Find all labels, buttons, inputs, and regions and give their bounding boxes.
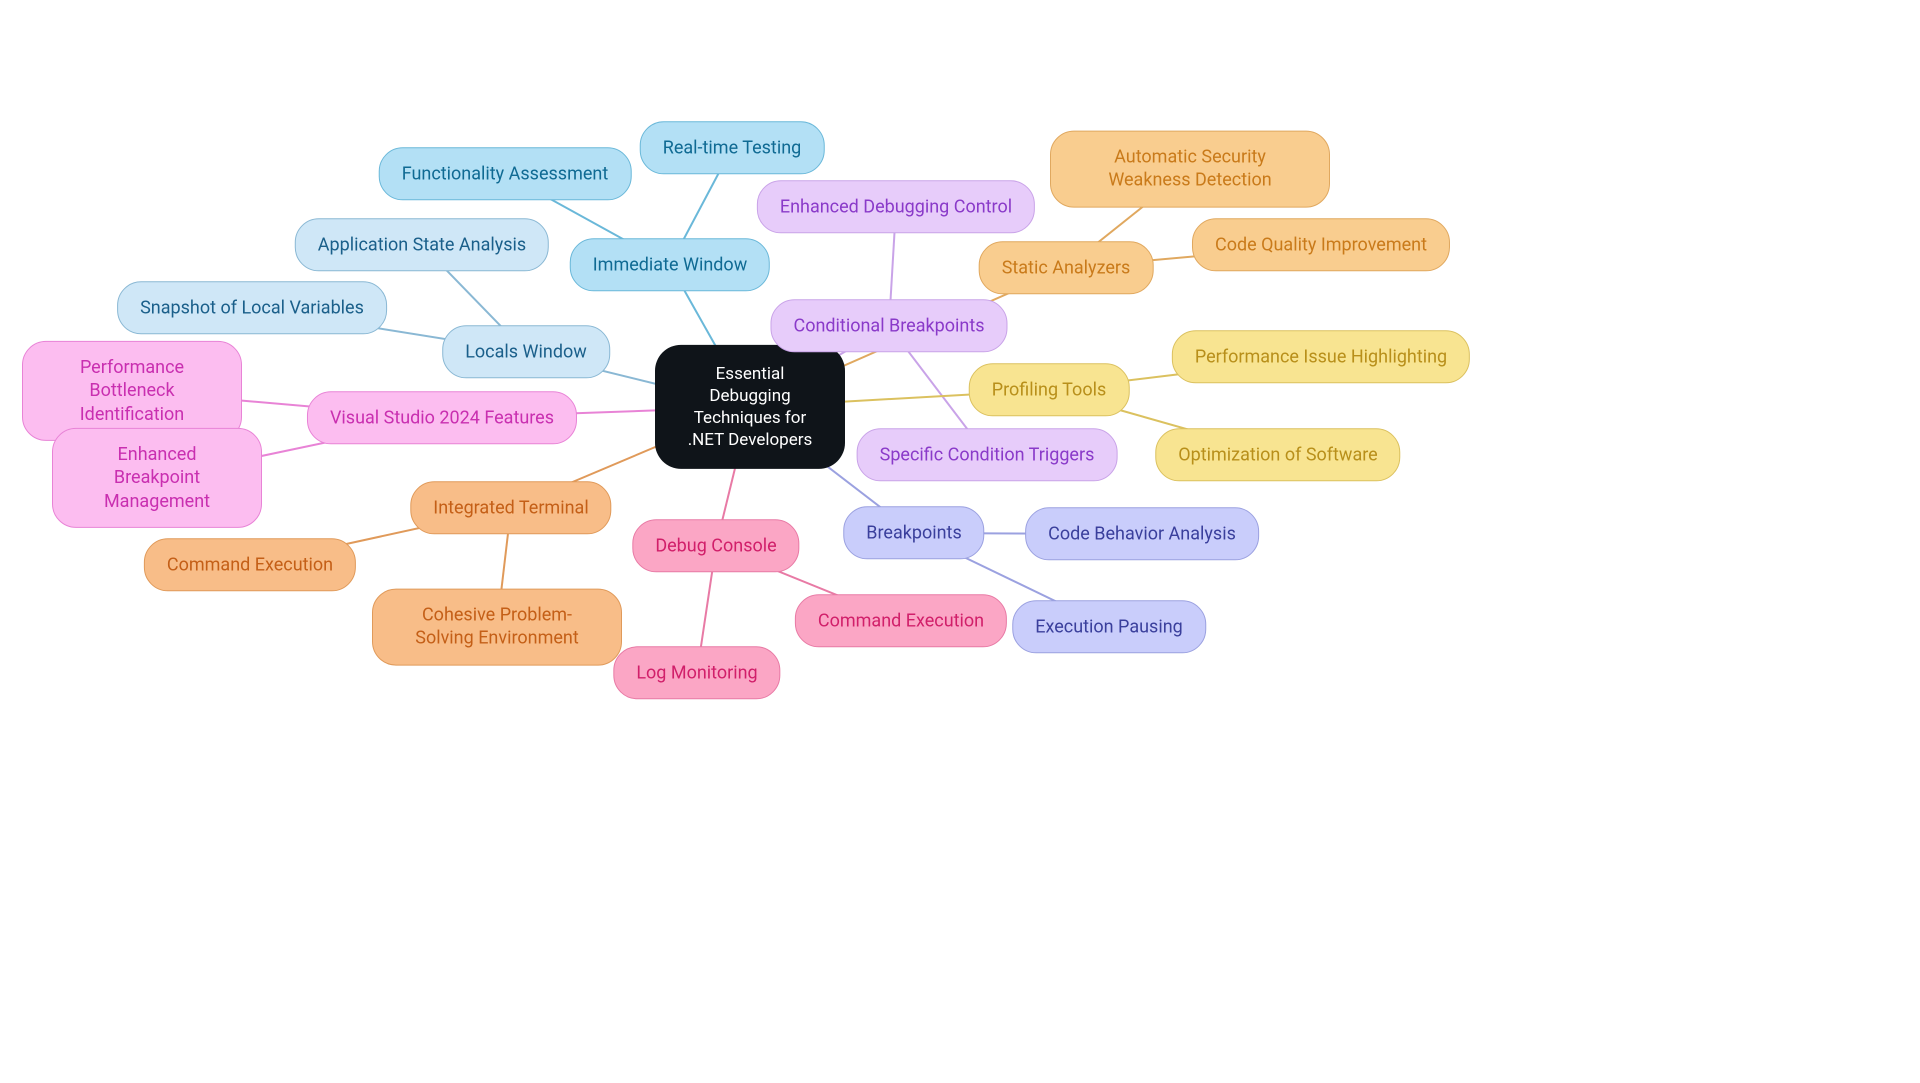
cohesive-env: Cohesive Problem-Solving Environment <box>372 589 622 666</box>
static-analyzers: Static Analyzers <box>979 241 1154 294</box>
log-monitoring: Log Monitoring <box>613 646 780 699</box>
integrated-terminal: Integrated Terminal <box>410 481 611 534</box>
debug-console: Debug Console <box>632 519 799 572</box>
code-behavior: Code Behavior Analysis <box>1025 507 1259 560</box>
conditional-bp: Conditional Breakpoints <box>770 299 1007 352</box>
app-state: Application State Analysis <box>295 218 549 271</box>
breakpoints: Breakpoints <box>843 506 984 559</box>
func-assessment: Functionality Assessment <box>379 147 632 200</box>
optimization: Optimization of Software <box>1155 428 1400 481</box>
cmd-exec-2: Command Execution <box>795 594 1007 647</box>
auto-security: Automatic Security Weakness Detection <box>1050 131 1330 208</box>
cmd-exec-1: Command Execution <box>144 538 356 591</box>
snapshot-vars: Snapshot of Local Variables <box>117 281 387 334</box>
center-node: Essential Debugging Techniques for .NET … <box>655 345 845 469</box>
code-quality: Code Quality Improvement <box>1192 218 1450 271</box>
perf-issue-highlight: Performance Issue Highlighting <box>1172 330 1470 383</box>
profiling-tools: Profiling Tools <box>969 363 1130 416</box>
enhanced-debug-ctrl: Enhanced Debugging Control <box>757 180 1035 233</box>
vs-features: Visual Studio 2024 Features <box>307 391 577 444</box>
enhanced-bp-mgmt: Enhanced Breakpoint Management <box>52 428 262 528</box>
specific-triggers: Specific Condition Triggers <box>857 428 1118 481</box>
exec-pausing: Execution Pausing <box>1012 600 1206 653</box>
perf-bottleneck: Performance Bottleneck Identification <box>22 341 242 441</box>
realtime-testing: Real-time Testing <box>640 121 825 174</box>
immediate-window: Immediate Window <box>570 238 770 291</box>
locals-window: Locals Window <box>442 325 610 378</box>
